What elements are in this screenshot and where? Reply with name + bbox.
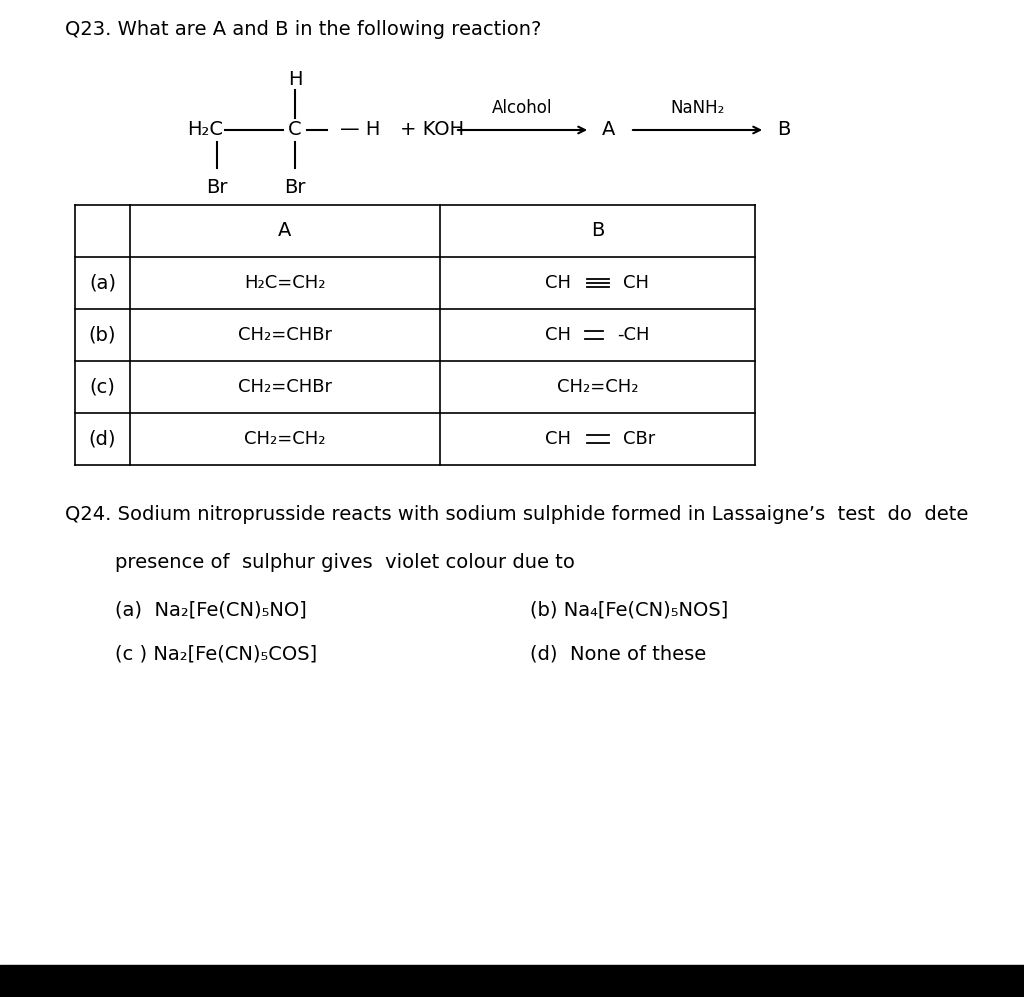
Text: (a): (a) <box>89 273 116 292</box>
Text: presence of  sulphur gives  violet colour due to: presence of sulphur gives violet colour … <box>115 553 574 572</box>
Text: NaNH₂: NaNH₂ <box>671 99 725 117</box>
Text: CH₂=CH₂: CH₂=CH₂ <box>557 378 638 396</box>
Text: + KOH: + KOH <box>400 121 464 140</box>
Text: CH: CH <box>624 274 649 292</box>
Text: CH₂=CH₂: CH₂=CH₂ <box>245 430 326 448</box>
Text: CH₂=CHBr: CH₂=CHBr <box>238 326 332 344</box>
Text: CBr: CBr <box>624 430 655 448</box>
Text: (c): (c) <box>89 378 116 397</box>
Text: Q23. What are A and B in the following reaction?: Q23. What are A and B in the following r… <box>65 20 542 39</box>
Text: CH: CH <box>546 274 571 292</box>
Text: Br: Br <box>285 178 306 197</box>
Text: H₂C=CH₂: H₂C=CH₂ <box>245 274 326 292</box>
Text: (b) Na₄[Fe(CN)₅NOS]: (b) Na₄[Fe(CN)₅NOS] <box>530 600 728 619</box>
Text: CH: CH <box>546 430 571 448</box>
Text: B: B <box>777 121 791 140</box>
Text: CH: CH <box>546 326 571 344</box>
Text: A: A <box>279 221 292 240</box>
Text: Q24. Sodium nitroprusside reacts with sodium sulphide formed in Lassaigne’s  tes: Q24. Sodium nitroprusside reacts with so… <box>65 505 969 524</box>
Text: Alcohol: Alcohol <box>493 99 553 117</box>
Text: H₂C: H₂C <box>187 121 223 140</box>
Text: -CH: -CH <box>617 326 650 344</box>
Text: C: C <box>288 121 302 140</box>
Text: B: B <box>591 221 604 240</box>
Text: Br: Br <box>206 178 227 197</box>
Text: (d)  None of these: (d) None of these <box>530 645 707 664</box>
Text: — H: — H <box>340 121 380 140</box>
Text: CH₂=CHBr: CH₂=CHBr <box>238 378 332 396</box>
Text: (d): (d) <box>89 430 117 449</box>
Text: (b): (b) <box>89 325 117 345</box>
Text: A: A <box>602 121 615 140</box>
Text: (c ) Na₂[Fe(CN)₅COS]: (c ) Na₂[Fe(CN)₅COS] <box>115 645 317 664</box>
Text: H: H <box>288 71 302 90</box>
Text: (a)  Na₂[Fe(CN)₅NO]: (a) Na₂[Fe(CN)₅NO] <box>115 600 307 619</box>
